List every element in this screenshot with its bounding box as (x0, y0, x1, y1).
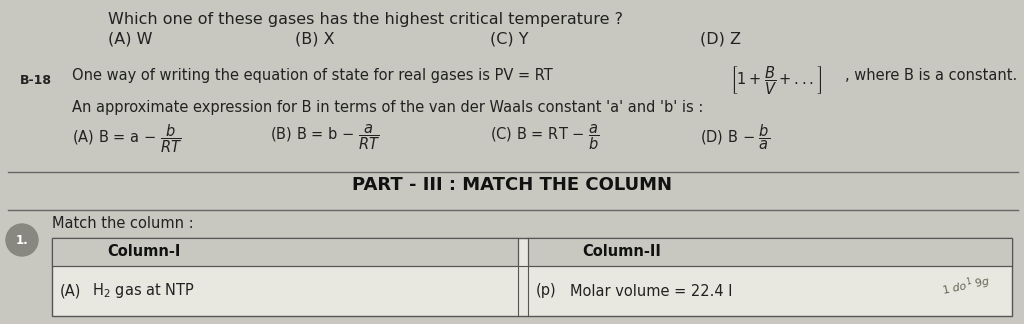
Text: (B) B = b $-$ $\dfrac{a}{RT}$: (B) B = b $-$ $\dfrac{a}{RT}$ (270, 122, 381, 152)
Bar (527, 238, 1012, 266)
Text: (C) B = RT $-$ $\dfrac{a}{b}$: (C) B = RT $-$ $\dfrac{a}{b}$ (490, 122, 600, 152)
Text: An approximate expression for B in terms of the van der Waals constant 'a' and ': An approximate expression for B in terms… (72, 100, 703, 115)
Text: One way of writing the equation of state for real gases is PV = RT: One way of writing the equation of state… (72, 68, 553, 83)
Text: (D) B $-$ $\dfrac{b}{a}$: (D) B $-$ $\dfrac{b}{a}$ (700, 122, 770, 152)
Text: Column-I: Column-I (106, 245, 180, 260)
Text: Molar volume = 22.4 l: Molar volume = 22.4 l (569, 284, 732, 298)
Text: (A): (A) (60, 284, 81, 298)
Text: (A) B = a $-$ $\dfrac{b}{RT}$: (A) B = a $-$ $\dfrac{b}{RT}$ (72, 122, 182, 155)
Bar (52, 238, 517, 266)
Bar (52, 238, 1012, 316)
Text: Match the column :: Match the column : (52, 216, 194, 231)
Text: , where B is a constant.: , where B is a constant. (845, 68, 1017, 83)
Text: $\it{1\ do^1\ 9g}$: $\it{1\ do^1\ 9g}$ (940, 272, 992, 300)
Text: B-18: B-18 (20, 74, 52, 87)
Text: (p): (p) (536, 284, 556, 298)
Text: (C) Y: (C) Y (490, 32, 528, 47)
Circle shape (6, 224, 38, 256)
Text: PART - III : MATCH THE COLUMN: PART - III : MATCH THE COLUMN (352, 176, 672, 194)
Text: $\left[1+\dfrac{B}{V}+...\right]$: $\left[1+\dfrac{B}{V}+...\right]$ (730, 64, 822, 97)
Text: Column-II: Column-II (583, 245, 662, 260)
Text: H$_2$ gas at NTP: H$_2$ gas at NTP (92, 282, 195, 300)
Text: (B) X: (B) X (295, 32, 335, 47)
Text: (D) Z: (D) Z (700, 32, 741, 47)
Text: Which one of these gases has the highest critical temperature ?: Which one of these gases has the highest… (108, 12, 623, 27)
Text: (A) W: (A) W (108, 32, 153, 47)
Text: 1.: 1. (15, 234, 29, 247)
